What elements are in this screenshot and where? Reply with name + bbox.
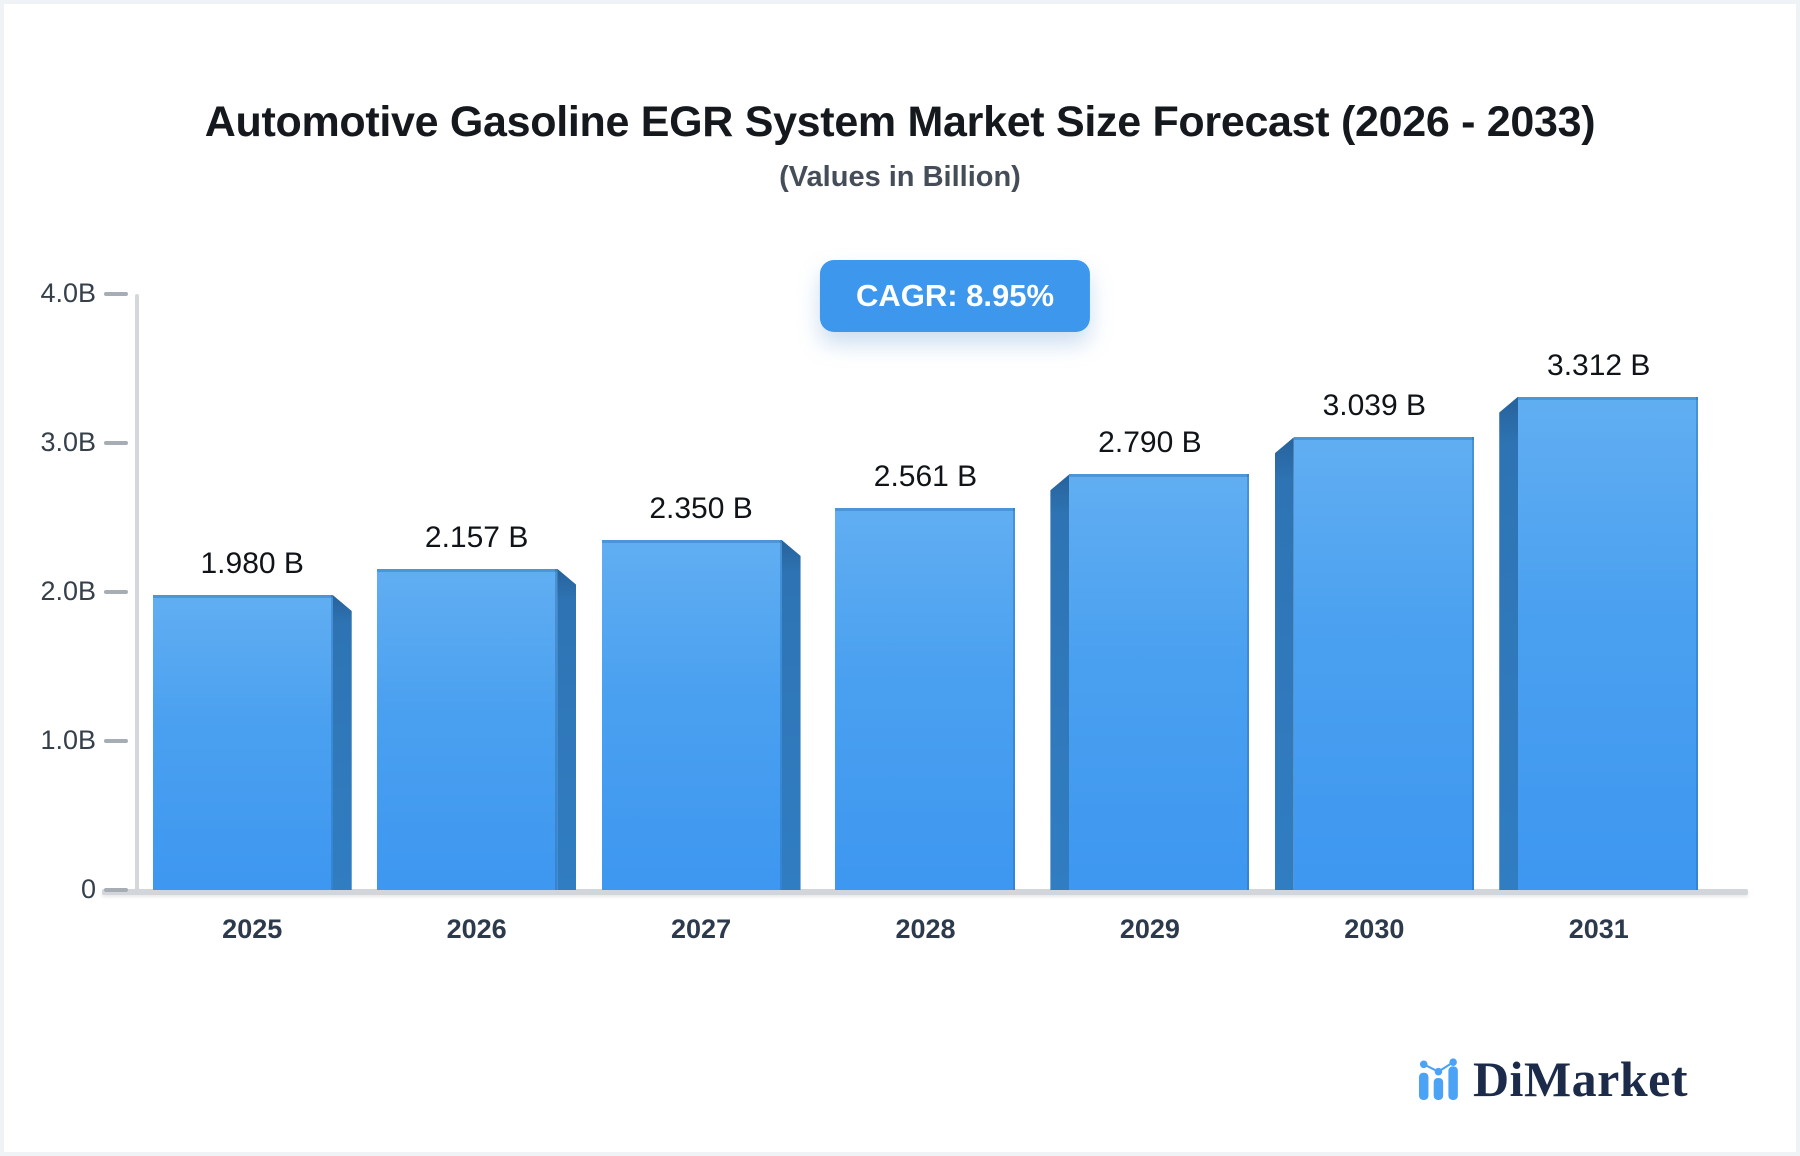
cagr-badge: CAGR: 8.95% (819, 260, 1091, 332)
chart-title: Automotive Gasoline EGR System Market Si… (204, 98, 1596, 146)
bar-value-label: 2.790 B (1098, 426, 1202, 460)
y-tick-mark (104, 590, 128, 594)
y-tick-label: 4.0B (40, 278, 96, 308)
bar-2028: 2.561 B (835, 460, 1016, 890)
bar-3d-side (332, 594, 352, 890)
dimarket-chart-icon (1418, 1058, 1458, 1100)
bar-face (377, 568, 558, 890)
chart-subtitle: (Values in Billion) (779, 161, 1021, 193)
bar-slot-2026: 2.157 B 2026 (364, 294, 588, 944)
bar-2027: 2.350 B (601, 492, 801, 890)
bar-3d-side (1050, 474, 1070, 890)
y-tick-mark (104, 739, 128, 743)
y-tick-mark (104, 441, 128, 445)
y-tick-label: 0 (80, 874, 96, 904)
bar-face (601, 539, 782, 890)
y-tick-label: 1.0B (40, 725, 96, 755)
bar-2025: 1.980 B (152, 547, 352, 890)
bars-row: 1.980 B 2025 2.157 B 2026 2.350 B 2027 2.561 B… (140, 294, 1711, 944)
x-axis-label: 2028 (895, 914, 956, 944)
y-tick-label: 3.0B (40, 427, 96, 457)
bar-value-label: 3.312 B (1547, 348, 1651, 382)
bar-3d-side (781, 539, 801, 890)
bar-face (152, 594, 333, 890)
bar-value-label: 2.561 B (873, 460, 978, 494)
bar-slot-2029: 2.790 B 2029 (1038, 294, 1262, 944)
bar-face (1518, 396, 1699, 890)
x-axis-label: 2030 (1344, 914, 1405, 944)
bar-value-label: 2.350 B (649, 491, 753, 525)
x-axis-label: 2025 (222, 914, 283, 944)
bar-3d-side (1274, 437, 1294, 890)
y-tick-mark (104, 292, 128, 296)
x-axis-label: 2031 (1568, 914, 1629, 944)
bar-3d-side (557, 568, 577, 890)
bar-2030: 3.039 B (1274, 389, 1474, 890)
bar-2031: 3.312 B (1499, 349, 1699, 890)
bar-face (1069, 474, 1250, 890)
bar-face (1293, 437, 1474, 890)
x-axis-label: 2027 (671, 914, 732, 944)
chart-header: Automotive Gasoline EGR System Market Si… (4, 98, 1796, 194)
bar-3d-side (1499, 396, 1519, 890)
bar-slot-2030: 3.039 B 2030 (1262, 294, 1486, 944)
bar-2029: 2.790 B (1050, 426, 1250, 890)
bar-2026: 2.157 B (377, 521, 577, 890)
bar-value-label: 2.157 B (424, 520, 529, 554)
bar-face (835, 508, 1016, 890)
x-axis-label: 2026 (446, 914, 507, 944)
x-axis-baseline (102, 889, 1748, 895)
y-axis-line (135, 294, 139, 895)
bar-value-label: 1.980 B (200, 546, 304, 580)
brand-logo: DiMarket (1418, 1050, 1688, 1108)
y-tick-mark (104, 888, 128, 892)
brand-logo-text: DiMarket (1472, 1051, 1688, 1107)
x-axis-label: 2029 (1119, 914, 1180, 944)
bar-slot-2027: 2.350 B 2027 (589, 294, 813, 944)
bar-slot-2028: 2.561 B 2028 (813, 294, 1037, 944)
bar-value-label: 3.039 B (1322, 389, 1427, 423)
y-tick-label: 2.0B (40, 576, 96, 606)
bar-slot-2025: 1.980 B 2025 (140, 294, 364, 944)
bar-slot-2031: 3.312 B 2031 (1487, 294, 1711, 944)
